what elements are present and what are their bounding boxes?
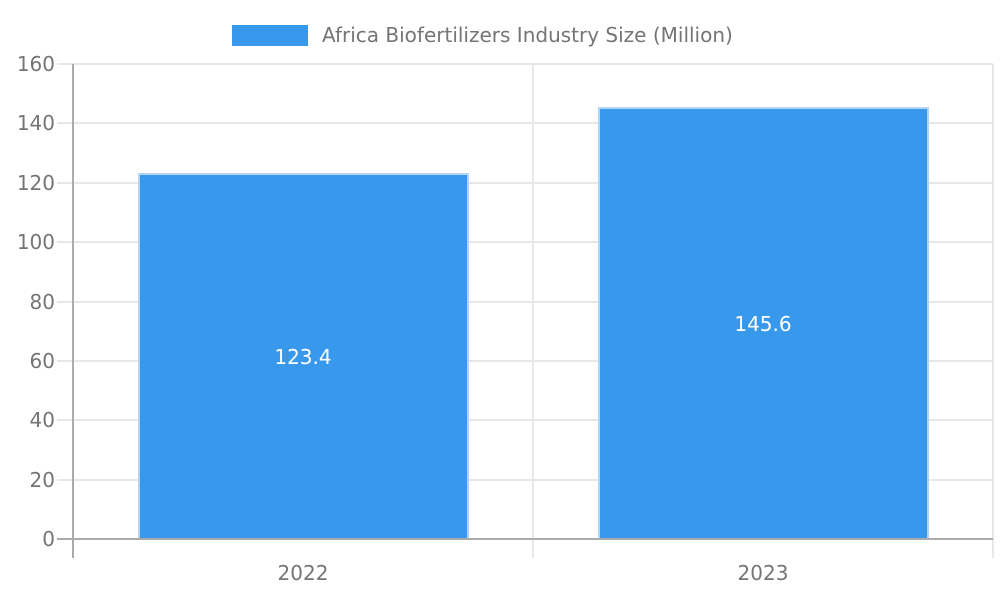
y-axis-tick-label: 100 <box>16 230 55 255</box>
legend-label: Africa Biofertilizers Industry Size (Mil… <box>322 23 733 47</box>
y-axis-tick-label: 20 <box>29 467 55 492</box>
bar-value-label: 145.6 <box>734 311 792 336</box>
bar-2023[interactable]: 145.6 <box>597 106 929 539</box>
y-axis-line <box>72 64 74 558</box>
y-axis-tick-label: 140 <box>16 111 55 136</box>
x-axis-baseline <box>57 538 993 540</box>
bar-value-label: 123.4 <box>274 344 332 369</box>
y-gridline <box>57 359 993 362</box>
y-gridline <box>57 181 993 184</box>
y-axis-tick-label: 160 <box>16 52 55 76</box>
x-axis-tick-mark <box>992 539 994 558</box>
y-gridline <box>57 478 993 481</box>
y-axis-tick-label: 120 <box>16 170 55 195</box>
legend-swatch <box>232 24 308 46</box>
bar-2022[interactable]: 123.4 <box>137 172 469 539</box>
x-gridline <box>532 64 534 539</box>
x-axis-label-2023: 2023 <box>737 561 789 585</box>
x-axis-label-2022: 2022 <box>277 561 329 585</box>
y-axis-tick-label: 40 <box>29 408 55 433</box>
x-axis-tick-mark <box>532 539 534 558</box>
y-gridline <box>57 419 993 422</box>
y-axis-tick-label: 80 <box>29 289 55 314</box>
x-gridline <box>992 64 994 539</box>
y-gridline <box>57 122 993 125</box>
y-axis-tick-label: 0 <box>42 527 55 551</box>
y-gridline <box>57 241 993 244</box>
chart-legend[interactable]: Africa Biofertilizers Industry Size (Mil… <box>232 22 733 48</box>
y-gridline <box>57 300 993 303</box>
y-gridline <box>57 63 993 65</box>
y-axis-tick-label: 60 <box>29 348 55 373</box>
